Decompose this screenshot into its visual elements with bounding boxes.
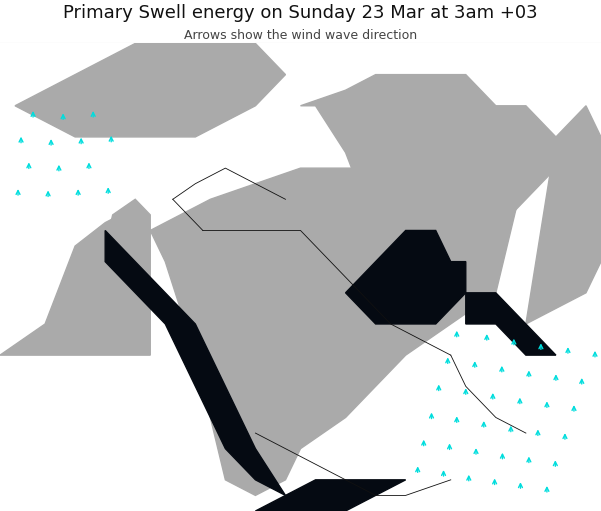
Polygon shape: [255, 480, 406, 511]
Polygon shape: [346, 230, 466, 324]
Polygon shape: [105, 230, 285, 496]
Polygon shape: [466, 293, 556, 355]
Polygon shape: [0, 215, 150, 355]
Text: Arrows show the wind wave direction: Arrows show the wind wave direction: [184, 29, 417, 42]
Polygon shape: [300, 75, 586, 277]
Polygon shape: [15, 43, 285, 137]
Polygon shape: [150, 168, 526, 496]
Polygon shape: [526, 106, 601, 324]
Polygon shape: [105, 199, 150, 246]
Text: Primary Swell energy on Sunday 23 Mar at 3am +03: Primary Swell energy on Sunday 23 Mar at…: [63, 4, 538, 22]
